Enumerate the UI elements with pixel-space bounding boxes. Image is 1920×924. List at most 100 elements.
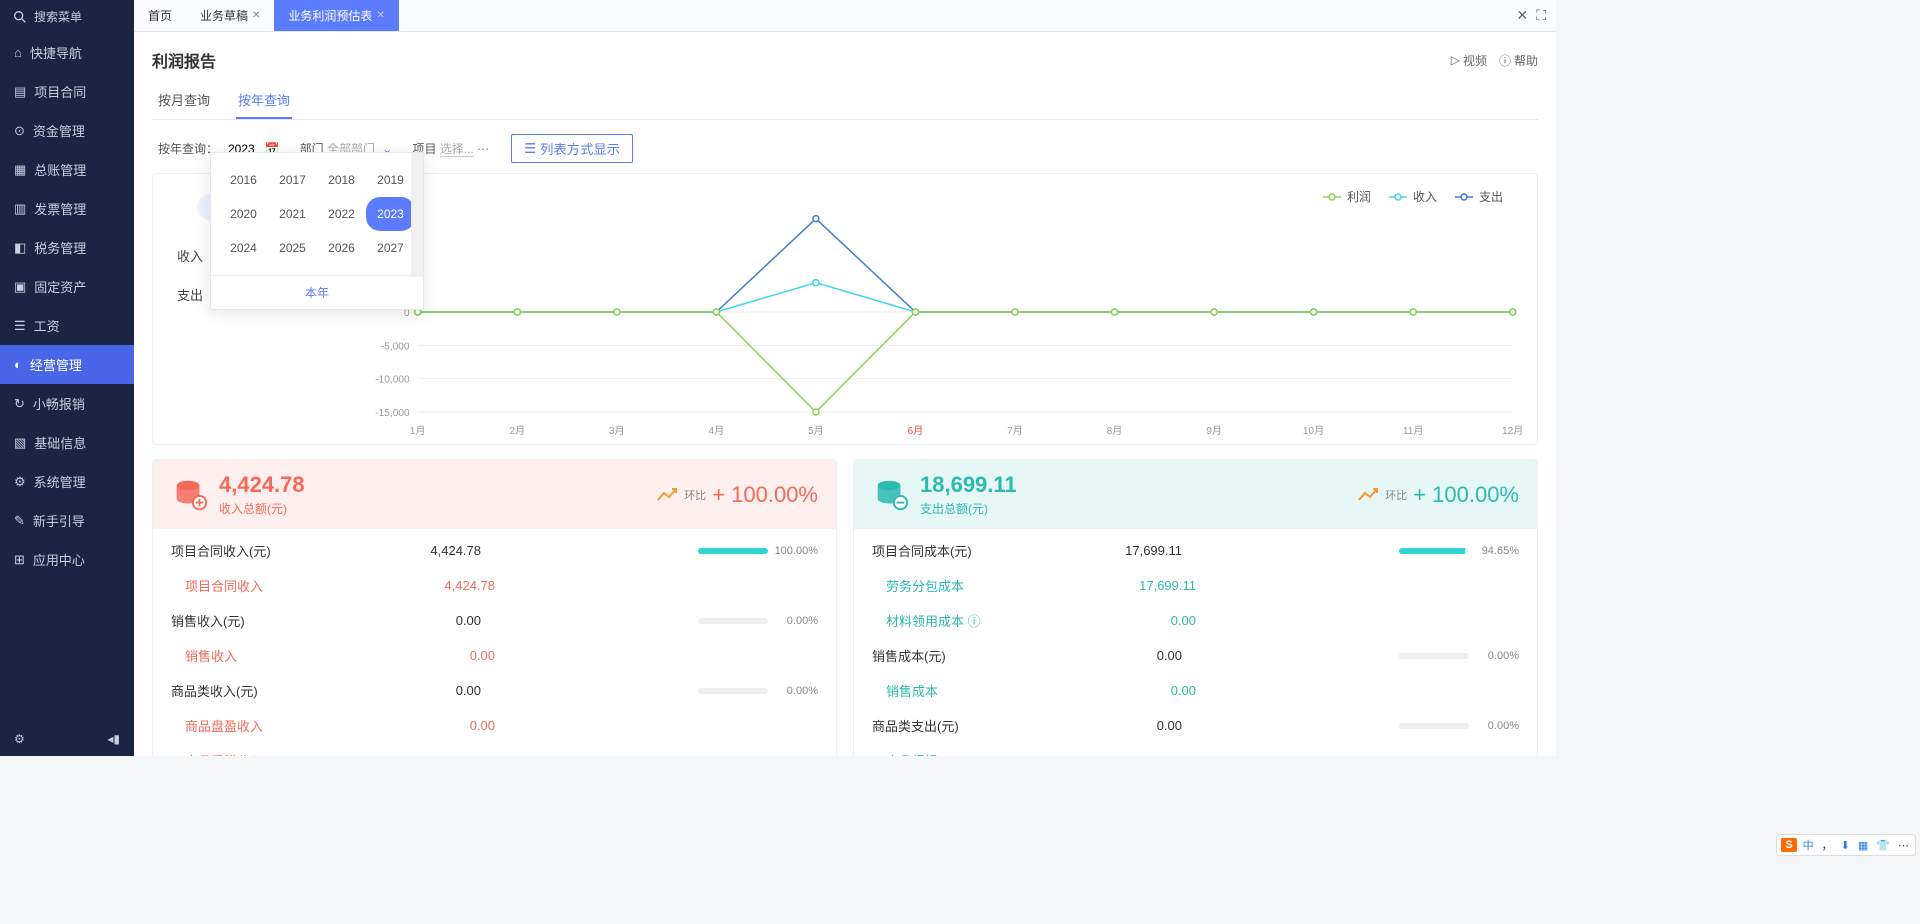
- svg-text:-5,000: -5,000: [381, 341, 410, 352]
- svg-text:8月: 8月: [1107, 425, 1123, 437]
- expense-pct: + 100.00%: [1413, 482, 1519, 508]
- stat-row: 商品报损0.00: [872, 743, 1519, 756]
- year-option-2021[interactable]: 2021: [268, 197, 317, 231]
- stat-row: 商品类收入(元)0.000.00%: [171, 673, 818, 708]
- svg-text:-10,000: -10,000: [375, 375, 410, 386]
- ime-mic-icon[interactable]: ⬇: [1839, 839, 1852, 852]
- sidebar-item-6[interactable]: ▣固定资产: [0, 267, 134, 306]
- ime-punct[interactable]: ，: [1820, 837, 1835, 853]
- trend-up-icon: [1357, 487, 1379, 503]
- sidebar-item-7[interactable]: ☰ 工资: [0, 306, 134, 345]
- svg-text:11月: 11月: [1403, 425, 1424, 437]
- close-icon[interactable]: ✕: [252, 10, 260, 21]
- tabbar: 首页业务草稿 ✕ 业务利润预估表 ✕ ✕ ⛶: [134, 0, 1556, 32]
- nav-label: 工资: [34, 316, 60, 335]
- sidebar-item-11[interactable]: ⚙ 系统管理: [0, 462, 134, 501]
- subtab-yearly[interactable]: 按年查询: [236, 82, 292, 119]
- nav-icon: ▧: [14, 435, 26, 451]
- stat-row: 销售收入0.00: [171, 638, 818, 673]
- table-mode-button[interactable]: ☰ 列表方式显示: [511, 134, 633, 163]
- year-option-2019[interactable]: 2019: [366, 163, 415, 197]
- stat-row: 材料领用成本 ⓘ0.00: [872, 603, 1519, 638]
- sogou-logo-icon: S: [1781, 838, 1796, 852]
- sum-label: 支出: [177, 285, 203, 304]
- help-video-link[interactable]: ▷ 视频: [1451, 52, 1487, 69]
- year-picker-scrollbar[interactable]: [411, 153, 423, 277]
- svg-text:9月: 9月: [1206, 425, 1222, 437]
- nav-icon: ⊙: [14, 123, 25, 139]
- main: 首页业务草稿✕业务利润预估表✕ ✕ ⛶ 利润报告 ▷ 视频 ⓘ 帮助 按月查询 …: [134, 0, 1556, 756]
- year-option-2018[interactable]: 2018: [317, 163, 366, 197]
- nav-label: 系统管理: [34, 472, 86, 491]
- year-picker-this-year[interactable]: 本年: [211, 275, 423, 309]
- tab-1[interactable]: 业务草稿 ✕: [186, 0, 274, 31]
- gear-icon[interactable]: ⚙: [14, 732, 25, 746]
- legend-item[interactable]: 收入: [1389, 188, 1437, 205]
- sidebar-item-0[interactable]: ⌂快捷导航: [0, 33, 134, 72]
- query-subtabs: 按月查询 按年查询: [152, 82, 1538, 120]
- ime-keyboard-icon[interactable]: ▦: [1856, 839, 1870, 852]
- nav-label: 新手引导: [33, 511, 85, 530]
- year-option-2025[interactable]: 2025: [268, 231, 317, 265]
- legend-item[interactable]: 利润: [1323, 188, 1371, 205]
- nav-label: 应用中心: [33, 550, 85, 569]
- sidebar-item-13[interactable]: ⊞应用中心: [0, 540, 134, 579]
- sidebar-item-12[interactable]: ✎新手引导: [0, 501, 134, 540]
- ime-more-icon[interactable]: ⋯: [1896, 839, 1911, 852]
- sidebar-item-3[interactable]: ▦总账管理: [0, 150, 134, 189]
- nav-label: 基础信息: [34, 433, 86, 452]
- sidebar-item-2[interactable]: ⊙ 资金管理: [0, 111, 134, 150]
- fullscreen-icon[interactable]: ⛶: [1536, 7, 1546, 24]
- year-option-2022[interactable]: 2022: [317, 197, 366, 231]
- expense-ring-label: 环比: [1385, 487, 1407, 503]
- sidebar: 搜索菜单 ⌂快捷导航▤项目合同 ⊙ 资金管理 ▦总账管理▥发票管理◧税务管理▣固定资产…: [0, 0, 134, 756]
- nav-icon: ☰: [14, 318, 26, 334]
- sidebar-item-10[interactable]: ▧ 基础信息: [0, 423, 134, 462]
- legend-item[interactable]: 支出: [1455, 188, 1503, 205]
- year-option-2020[interactable]: 2020: [219, 197, 268, 231]
- stat-row: 项目合同收入(元)4,424.78100.00%: [171, 533, 818, 568]
- tab-0[interactable]: 首页: [134, 0, 186, 31]
- sidebar-search[interactable]: 搜索菜单: [0, 0, 134, 33]
- sidebar-item-4[interactable]: ▥发票管理: [0, 189, 134, 228]
- svg-text:2月: 2月: [509, 425, 525, 437]
- project-select[interactable]: 选择...: [440, 142, 474, 157]
- year-option-2017[interactable]: 2017: [268, 163, 317, 197]
- sum-label: 收入: [177, 246, 203, 265]
- stat-row: 商品类支出(元)0.000.00%: [872, 708, 1519, 743]
- year-option-2027[interactable]: 2027: [366, 231, 415, 265]
- sidebar-item-8[interactable]: ◐经营管理: [0, 345, 134, 384]
- year-option-2023[interactable]: 2023: [366, 197, 415, 231]
- svg-text:12月: 12月: [1502, 425, 1523, 437]
- svg-text:4月: 4月: [708, 425, 724, 437]
- expense-amount-label: 支出总额(元): [920, 500, 1017, 517]
- nav-icon: ▤: [14, 84, 26, 100]
- year-option-2026[interactable]: 2026: [317, 231, 366, 265]
- sidebar-item-9[interactable]: ↻小畅报销: [0, 384, 134, 423]
- ime-lang[interactable]: 中: [1801, 837, 1816, 853]
- nav-icon: ⚙: [14, 474, 26, 490]
- tab-2[interactable]: 业务利润预估表 ✕: [274, 0, 398, 31]
- ime-toolbar[interactable]: S 中 ， ⬇ ▦ 👕 ⋯: [1776, 834, 1916, 856]
- tab-label: 业务利润预估表: [288, 7, 372, 24]
- close-icon[interactable]: ✕: [376, 10, 384, 21]
- sidebar-item-1[interactable]: ▤项目合同: [0, 72, 134, 111]
- tab-label: 业务草稿: [200, 7, 248, 24]
- nav-label: 税务管理: [34, 238, 86, 257]
- year-option-2016[interactable]: 2016: [219, 163, 268, 197]
- database-minus-icon: [872, 476, 910, 514]
- nav-label: 资金管理: [33, 121, 85, 140]
- help-doc-link[interactable]: ⓘ 帮助: [1499, 52, 1538, 69]
- svg-text:6月: 6月: [908, 425, 924, 437]
- sidebar-item-5[interactable]: ◧税务管理: [0, 228, 134, 267]
- collapse-icon[interactable]: ◂▮: [107, 732, 120, 746]
- nav-label: 经营管理: [30, 355, 82, 374]
- project-more-icon[interactable]: ⋯: [477, 142, 491, 156]
- subtab-monthly[interactable]: 按月查询: [156, 82, 212, 119]
- year-option-2024[interactable]: 2024: [219, 231, 268, 265]
- expense-card: 18,699.11 支出总额(元) 环比 + 100.00% 项目合同成本(元)…: [853, 459, 1538, 756]
- ime-skin-icon[interactable]: 👕: [1874, 839, 1892, 852]
- close-all-icon[interactable]: ✕: [1516, 7, 1528, 24]
- stat-row: 销售成本(元)0.000.00%: [872, 638, 1519, 673]
- stat-row: 项目合同收入4,424.78: [171, 568, 818, 603]
